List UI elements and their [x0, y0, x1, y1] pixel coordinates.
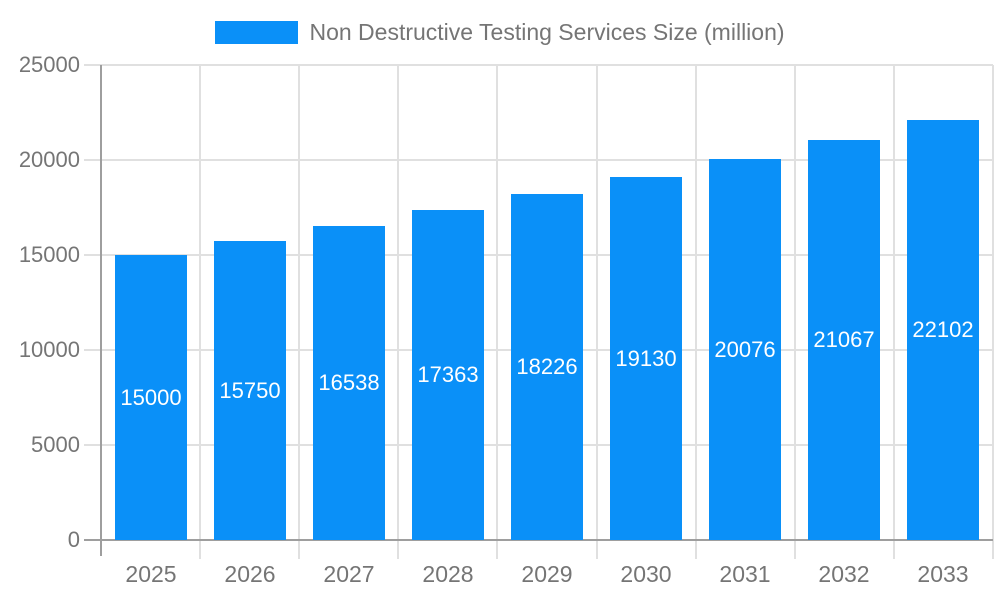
bar-value-label: 15750: [219, 377, 281, 403]
x-gridline: [793, 65, 796, 559]
bar-value-label: 16538: [318, 370, 380, 395]
bar-value-label: 15000: [120, 384, 182, 410]
x-gridline: [892, 65, 895, 559]
x-gridline: [595, 65, 598, 559]
bar-2032[interactable]: 21067: [808, 140, 880, 540]
x-gridline: [397, 65, 400, 559]
bar-value-label: 20076: [714, 336, 776, 362]
legend-label: Non Destructive Testing Services Size (m…: [309, 19, 785, 45]
x-axis-tick-label: 2031: [719, 561, 771, 587]
y-axis-tick-label: 5000: [31, 432, 80, 457]
bar-value-label: 22102: [912, 317, 974, 342]
x-gridline: [199, 65, 202, 559]
y-gridline: [84, 159, 993, 161]
bar-2029[interactable]: 18226: [511, 194, 583, 540]
x-gridline: [694, 65, 697, 559]
x-axis-line: [84, 539, 993, 541]
bar-value-label: 17363: [417, 362, 479, 387]
x-gridline: [496, 65, 499, 559]
x-axis-tick-label: 2029: [521, 561, 573, 587]
x-axis-tick-label: 2030: [620, 561, 672, 587]
y-axis-tick-label: 25000: [18, 52, 80, 77]
y-axis-tick-label: 15000: [18, 242, 80, 267]
bar-value-label: 18226: [516, 354, 578, 379]
bar-2028[interactable]: 17363: [412, 210, 484, 540]
bar-2026[interactable]: 15750: [214, 241, 286, 540]
y-axis-tick-label: 0: [67, 527, 80, 552]
x-axis-tick-label: 2025: [125, 561, 177, 587]
x-gridline: [992, 65, 994, 559]
y-axis-tick-label: 20000: [18, 147, 80, 172]
x-axis-tick-label: 2033: [917, 561, 969, 587]
bar-2031[interactable]: 20076: [709, 159, 781, 540]
x-axis-tick-label: 2028: [422, 561, 474, 587]
legend-swatch: [215, 21, 299, 45]
bar-2027[interactable]: 16538: [313, 226, 385, 540]
y-axis-tick-label: 10000: [18, 337, 80, 362]
y-gridline: [84, 64, 993, 66]
bar-2033[interactable]: 22102: [907, 120, 979, 540]
chart-legend[interactable]: Non Destructive Testing Services Size (m…: [0, 19, 1000, 45]
x-axis-tick-label: 2027: [323, 561, 375, 587]
bar-2030[interactable]: 19130: [610, 177, 682, 540]
bar-value-label: 21067: [813, 327, 875, 352]
x-axis-tick-label: 2032: [818, 561, 870, 587]
bar-value-label: 19130: [615, 345, 677, 371]
x-gridline: [298, 65, 301, 559]
bar-2025[interactable]: 15000: [115, 255, 187, 540]
y-axis-line: [100, 65, 102, 556]
x-axis-tick-label: 2026: [224, 561, 276, 587]
